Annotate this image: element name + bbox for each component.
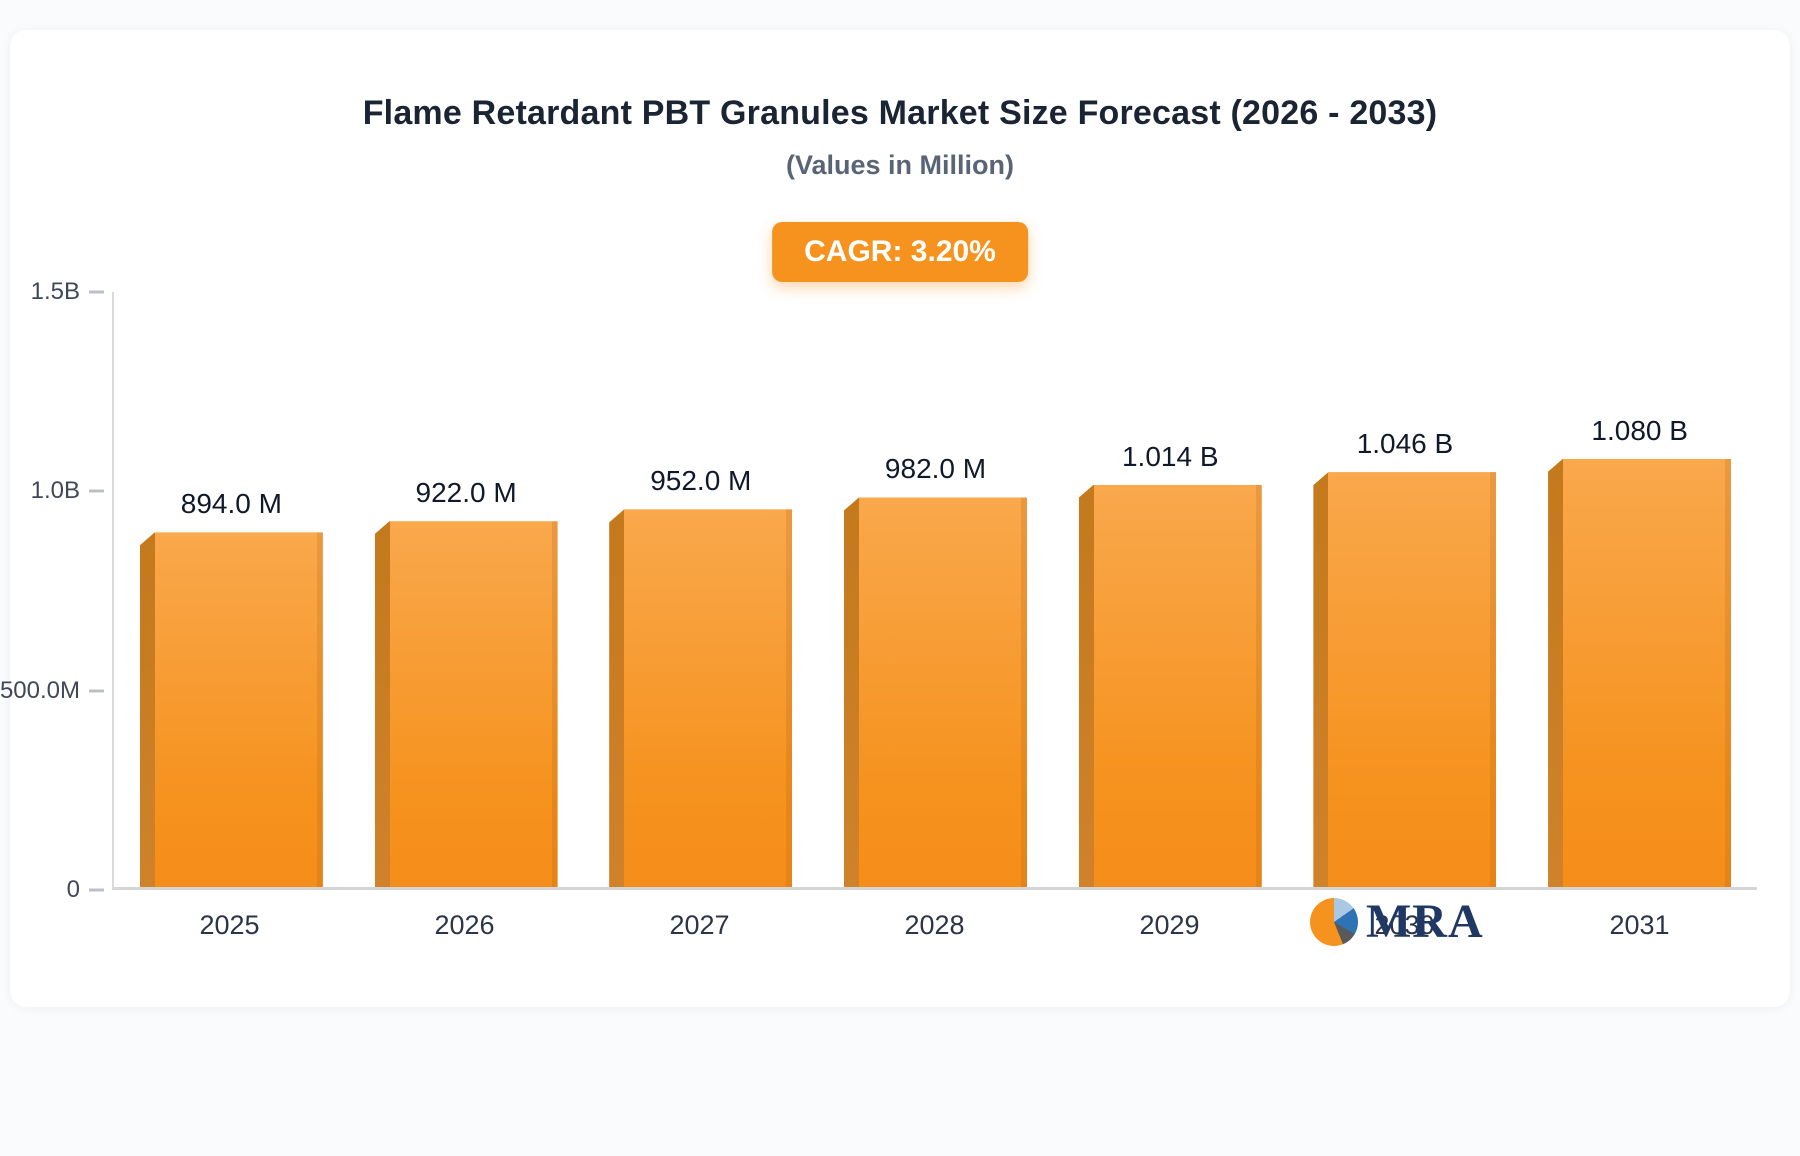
bar-slot: 922.0 M: [349, 292, 584, 887]
bar-value-label: 952.0 M: [650, 465, 752, 497]
plot-area: 894.0 M 922.0 M 952.0 M 982.0 M 1.014 B 1.046…: [112, 292, 1757, 890]
x-axis-label: 2030: [1374, 910, 1435, 940]
y-axis-tick-label: 500.0M: [0, 676, 80, 704]
bar-slot: 1.014 B: [1053, 292, 1288, 887]
bar-value-label: 982.0 M: [884, 453, 987, 485]
bar-2025[interactable]: [139, 532, 323, 887]
bar-2031[interactable]: [1548, 458, 1732, 887]
x-axis-labels: 2025 2026 2027 2028 2029 2030 2031: [112, 910, 1757, 941]
bar-2028[interactable]: [843, 497, 1028, 887]
mra-logo-pie-icon: [1310, 898, 1358, 946]
cagr-badge: CAGR: 3.20%: [772, 222, 1028, 282]
y-axis: 1.5B 1.0B 500.0M 0: [0, 278, 106, 903]
x-axis-label: 2031: [1609, 910, 1670, 940]
x-axis-label: 2026: [434, 910, 495, 940]
bar-slot: 894.0 M: [114, 292, 349, 887]
bar-slot: 952.0 M: [583, 292, 818, 887]
y-axis-tick-mark: [89, 489, 104, 493]
bar-2027[interactable]: [609, 509, 793, 887]
bar-value-label: 1.046 B: [1356, 428, 1454, 460]
mra-logo-text: MRA: [1366, 895, 1484, 948]
bar-slot: 1.080 B: [1522, 292, 1757, 887]
y-axis-tick-mark: [89, 290, 104, 294]
y-axis-tick-label: 1.5B: [30, 278, 80, 305]
mra-logo: MRA: [1310, 898, 1484, 946]
bar-value-label: 1.014 B: [1121, 440, 1219, 472]
bar-value-label: 894.0 M: [180, 488, 282, 520]
chart-card: Flame Retardant PBT Granules Market Size…: [0, 30, 1790, 1007]
x-axis-label: 2029: [1139, 910, 1200, 940]
chart-title: Flame Retardant PBT Granules Market Size…: [362, 94, 1438, 132]
bar-slot: 982.0 M: [818, 292, 1053, 887]
chart-subtitle: (Values in Million): [785, 150, 1015, 180]
y-axis-tick-label: 0: [66, 876, 80, 903]
bar-value-label: 922.0 M: [415, 477, 517, 509]
y-axis-tick-label: 1.0B: [30, 477, 80, 505]
bar-2026[interactable]: [374, 521, 558, 887]
x-axis-label: 2027: [669, 910, 730, 940]
y-axis-tick-mark: [89, 689, 104, 693]
bar-value-label: 1.080 B: [1591, 414, 1688, 446]
bar-2029[interactable]: [1078, 484, 1262, 887]
bar-slot: 1.046 B: [1288, 292, 1523, 887]
x-axis-label: 2025: [199, 910, 260, 940]
bar-2030[interactable]: [1313, 472, 1497, 887]
y-axis-tick-mark: [89, 888, 104, 892]
x-axis-label: 2028: [904, 910, 965, 940]
